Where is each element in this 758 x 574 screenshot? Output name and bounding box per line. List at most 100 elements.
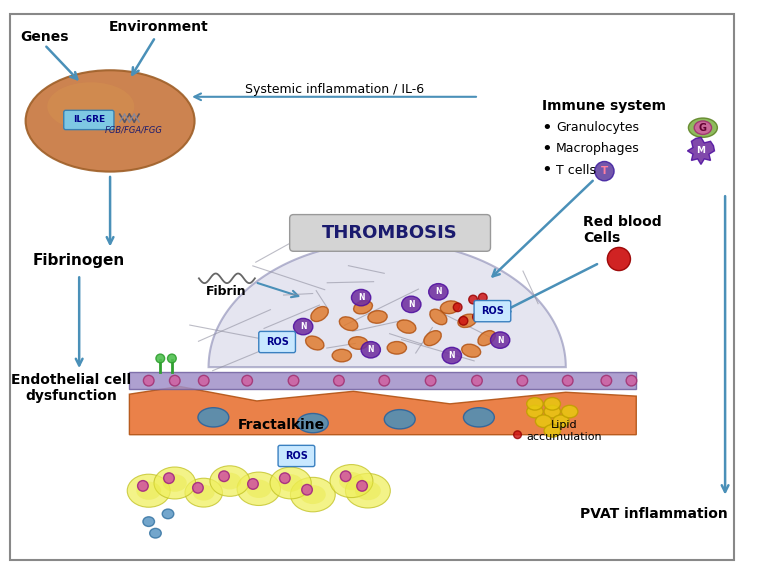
- Ellipse shape: [162, 509, 174, 519]
- FancyBboxPatch shape: [278, 445, 315, 467]
- Text: N: N: [358, 293, 365, 302]
- Ellipse shape: [490, 332, 510, 348]
- Text: Fibrin: Fibrin: [205, 285, 246, 298]
- Text: N: N: [435, 288, 442, 296]
- Ellipse shape: [156, 354, 164, 363]
- Ellipse shape: [368, 311, 387, 323]
- Ellipse shape: [562, 375, 573, 386]
- Text: Immune system: Immune system: [542, 99, 666, 114]
- FancyBboxPatch shape: [474, 301, 511, 322]
- Text: •: •: [541, 140, 552, 158]
- Ellipse shape: [210, 466, 249, 497]
- Ellipse shape: [357, 480, 368, 491]
- Ellipse shape: [339, 472, 364, 490]
- FancyBboxPatch shape: [130, 372, 636, 389]
- Ellipse shape: [185, 478, 223, 507]
- Ellipse shape: [193, 484, 215, 501]
- Ellipse shape: [553, 415, 569, 428]
- Ellipse shape: [280, 473, 290, 483]
- Ellipse shape: [544, 398, 560, 410]
- Ellipse shape: [163, 474, 186, 492]
- Ellipse shape: [440, 301, 459, 313]
- Text: Genes: Genes: [20, 30, 69, 44]
- Ellipse shape: [384, 410, 415, 429]
- Ellipse shape: [330, 464, 373, 498]
- Ellipse shape: [143, 517, 155, 526]
- Ellipse shape: [193, 483, 203, 493]
- Ellipse shape: [535, 415, 552, 428]
- Ellipse shape: [248, 479, 258, 489]
- Ellipse shape: [198, 408, 229, 427]
- Ellipse shape: [379, 375, 390, 386]
- Ellipse shape: [270, 467, 312, 499]
- Text: N: N: [300, 322, 306, 331]
- Ellipse shape: [237, 472, 280, 506]
- Ellipse shape: [442, 347, 462, 364]
- Polygon shape: [688, 137, 715, 164]
- Ellipse shape: [459, 316, 468, 325]
- Ellipse shape: [219, 471, 230, 482]
- Ellipse shape: [473, 313, 481, 321]
- Ellipse shape: [397, 320, 416, 333]
- Text: N: N: [497, 336, 503, 344]
- Ellipse shape: [332, 349, 352, 362]
- Text: ROS: ROS: [285, 451, 308, 461]
- Ellipse shape: [154, 467, 196, 499]
- Text: PVAT inflammation: PVAT inflammation: [581, 507, 728, 521]
- Ellipse shape: [490, 303, 499, 312]
- Text: Macrophages: Macrophages: [556, 142, 640, 156]
- Ellipse shape: [355, 481, 381, 500]
- Text: •: •: [541, 161, 552, 179]
- Ellipse shape: [246, 480, 271, 498]
- Text: Fibrinogen: Fibrinogen: [33, 254, 125, 269]
- Ellipse shape: [288, 375, 299, 386]
- Text: Environment: Environment: [108, 20, 208, 34]
- Ellipse shape: [127, 474, 171, 507]
- Text: Lipid
accumulation: Lipid accumulation: [526, 420, 602, 441]
- Text: Red blood
Cells: Red blood Cells: [583, 215, 662, 245]
- Ellipse shape: [164, 473, 174, 483]
- Ellipse shape: [429, 284, 448, 300]
- Text: Systemic inflammation / IL-6: Systemic inflammation / IL-6: [245, 83, 424, 96]
- Ellipse shape: [424, 331, 441, 346]
- Ellipse shape: [463, 408, 494, 427]
- Text: N: N: [368, 345, 374, 354]
- Ellipse shape: [305, 336, 324, 350]
- Ellipse shape: [242, 375, 252, 386]
- Ellipse shape: [354, 301, 372, 314]
- Ellipse shape: [453, 303, 462, 312]
- FancyBboxPatch shape: [64, 110, 114, 130]
- Ellipse shape: [514, 431, 522, 439]
- Ellipse shape: [361, 342, 381, 358]
- Ellipse shape: [544, 405, 560, 418]
- Text: N: N: [449, 351, 455, 360]
- Ellipse shape: [595, 161, 614, 181]
- Ellipse shape: [138, 480, 149, 491]
- Ellipse shape: [478, 293, 487, 302]
- Ellipse shape: [694, 121, 712, 134]
- Ellipse shape: [334, 375, 344, 386]
- Text: N: N: [408, 300, 415, 309]
- Text: G: G: [699, 123, 707, 133]
- Ellipse shape: [517, 375, 528, 386]
- Ellipse shape: [527, 405, 543, 418]
- Text: ROS: ROS: [481, 306, 504, 316]
- Ellipse shape: [297, 413, 328, 433]
- Ellipse shape: [149, 529, 161, 538]
- Ellipse shape: [279, 474, 302, 492]
- Ellipse shape: [349, 337, 368, 350]
- Ellipse shape: [352, 289, 371, 306]
- Text: THROMBOSIS: THROMBOSIS: [322, 224, 458, 242]
- Ellipse shape: [527, 398, 543, 410]
- Polygon shape: [208, 242, 565, 367]
- Ellipse shape: [218, 472, 241, 490]
- Ellipse shape: [626, 375, 637, 386]
- Text: Granulocytes: Granulocytes: [556, 121, 639, 134]
- Ellipse shape: [199, 375, 209, 386]
- Ellipse shape: [471, 375, 482, 386]
- Ellipse shape: [430, 309, 447, 325]
- Text: Fractalkine: Fractalkine: [237, 418, 324, 432]
- Text: M: M: [697, 146, 706, 156]
- Ellipse shape: [544, 425, 560, 437]
- Text: T: T: [601, 166, 608, 176]
